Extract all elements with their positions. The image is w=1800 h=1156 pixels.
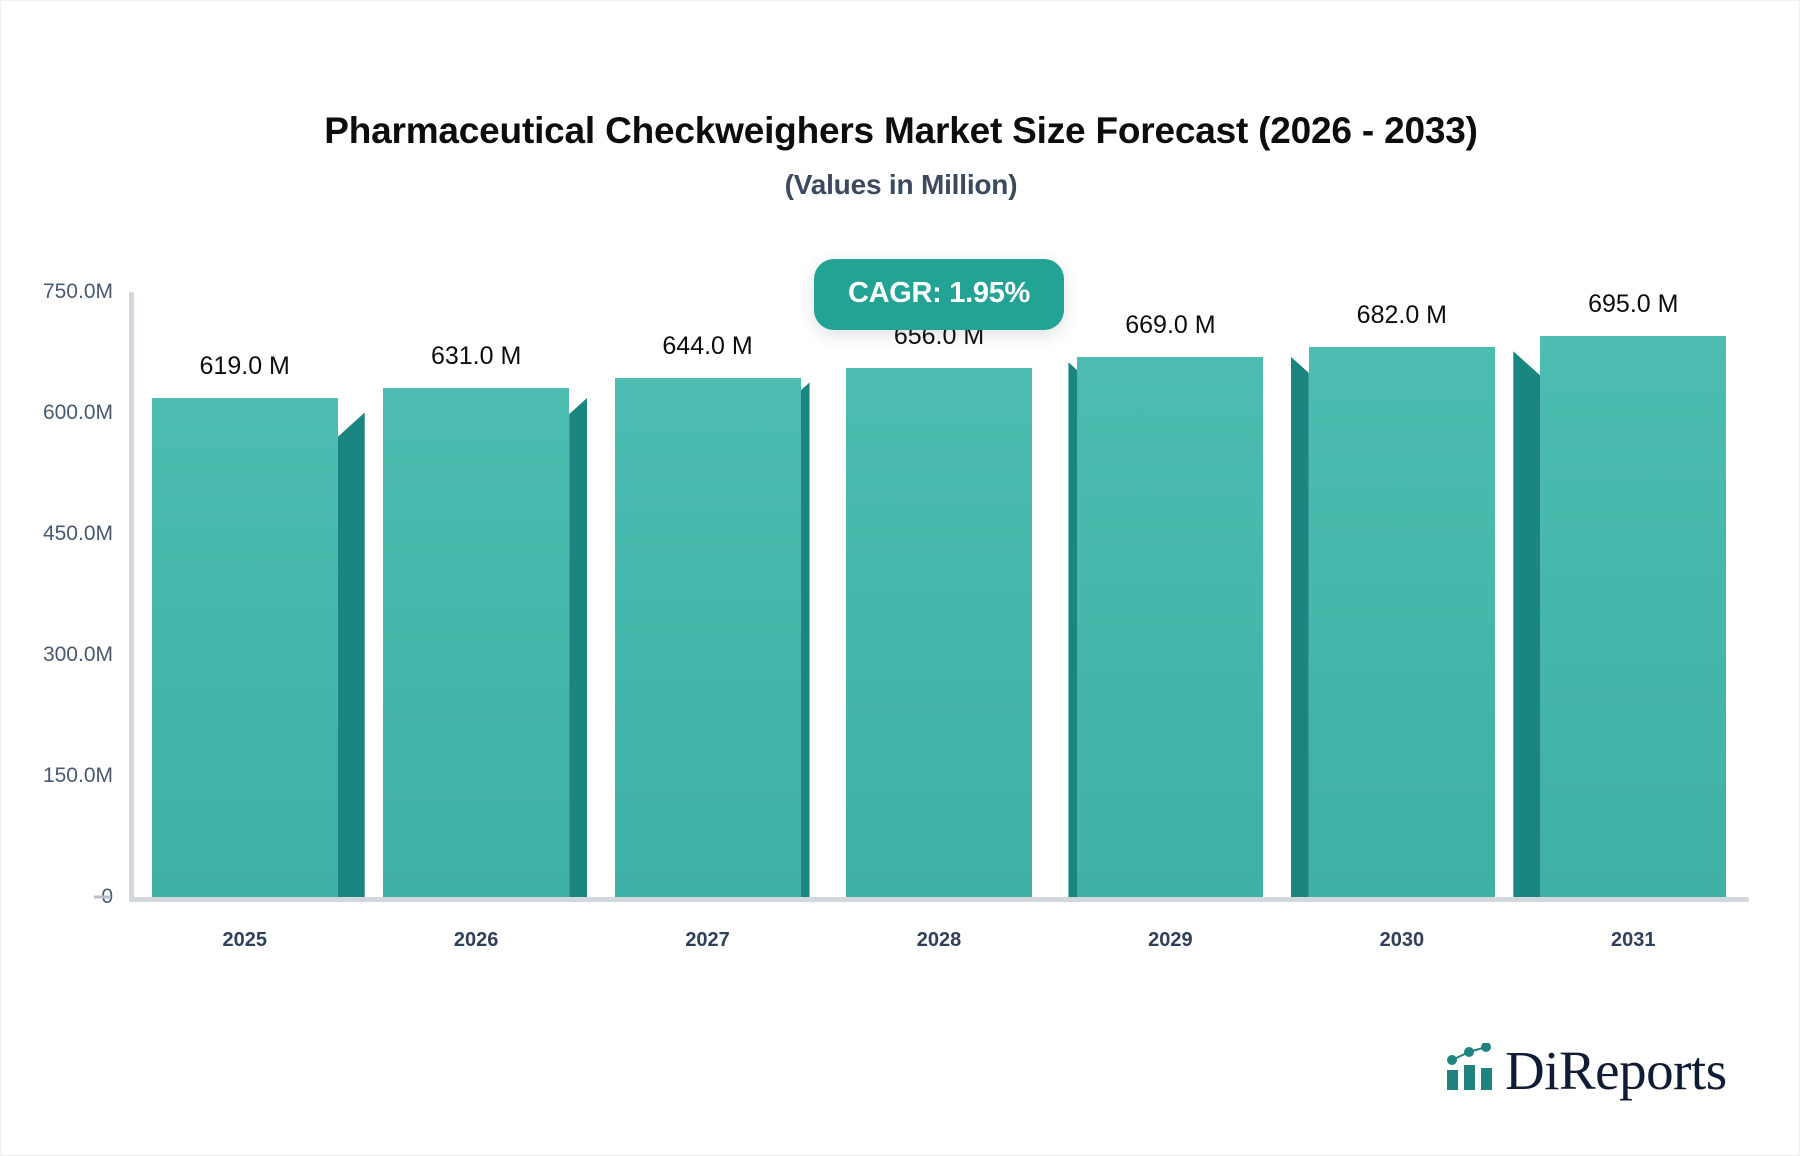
page-title: Pharmaceutical Checkweighers Market Size… bbox=[324, 110, 1478, 151]
y-tick-mark bbox=[94, 895, 111, 899]
y-tick-label: 150.0M bbox=[42, 764, 113, 787]
bar[interactable] bbox=[614, 377, 810, 897]
cagr-badge: CAGR: 1.95% bbox=[814, 259, 1065, 330]
bar-front-face bbox=[1077, 357, 1264, 897]
bar-side-face bbox=[569, 397, 588, 897]
title-block: Pharmaceutical Checkweighers Market Size… bbox=[1, 109, 1799, 201]
direports-logo: DiReports bbox=[1443, 1040, 1727, 1101]
y-tick-label: 600.0M bbox=[42, 401, 113, 424]
bar-side-face bbox=[1068, 362, 1078, 897]
bar-front-face bbox=[151, 397, 338, 897]
bar-front-face bbox=[1308, 346, 1495, 897]
bar-side-face bbox=[800, 382, 810, 897]
bar-chart-logo-icon bbox=[1443, 1042, 1497, 1098]
bar-side-face bbox=[337, 412, 365, 897]
y-tick-label: 750.0M bbox=[42, 280, 113, 303]
bar-value-label: 631.0 M bbox=[430, 341, 522, 370]
bar-front-face bbox=[1540, 336, 1727, 897]
x-tick-label: 2026 bbox=[453, 929, 499, 951]
x-tick-label: 2031 bbox=[1611, 929, 1656, 951]
bar[interactable] bbox=[1068, 357, 1264, 897]
bar[interactable] bbox=[846, 367, 1032, 897]
bar[interactable] bbox=[383, 387, 588, 897]
y-axis-line bbox=[129, 292, 134, 900]
chart-subtitle: (Values in Million) bbox=[784, 169, 1018, 201]
bar-value-label: 682.0 M bbox=[1356, 300, 1448, 329]
bar[interactable] bbox=[1513, 336, 1727, 897]
bar-side-face bbox=[1513, 351, 1541, 897]
bar-value-label: 644.0 M bbox=[662, 331, 753, 360]
bar[interactable] bbox=[1290, 346, 1495, 897]
bar-value-label: 619.0 M bbox=[199, 351, 290, 380]
bar-value-label: 695.0 M bbox=[1588, 290, 1679, 319]
x-tick-label: 2030 bbox=[1379, 929, 1425, 951]
x-tick-label: 2028 bbox=[916, 929, 962, 951]
bar[interactable] bbox=[151, 397, 365, 897]
y-tick-label: 450.0M bbox=[42, 522, 113, 545]
x-tick-label: 2025 bbox=[222, 929, 267, 951]
bar-value-label: 669.0 M bbox=[1125, 311, 1216, 340]
bar-front-face bbox=[846, 367, 1032, 897]
bar-front-face bbox=[383, 387, 570, 897]
y-tick-label: 300.0M bbox=[42, 643, 113, 666]
bar-front-face bbox=[614, 377, 801, 897]
x-tick-label: 2027 bbox=[685, 929, 730, 951]
x-tick-label: 2029 bbox=[1148, 929, 1193, 951]
logo-text: DiReports bbox=[1505, 1040, 1727, 1101]
bar-side-face bbox=[1290, 356, 1309, 897]
x-axis-line bbox=[129, 897, 1749, 902]
